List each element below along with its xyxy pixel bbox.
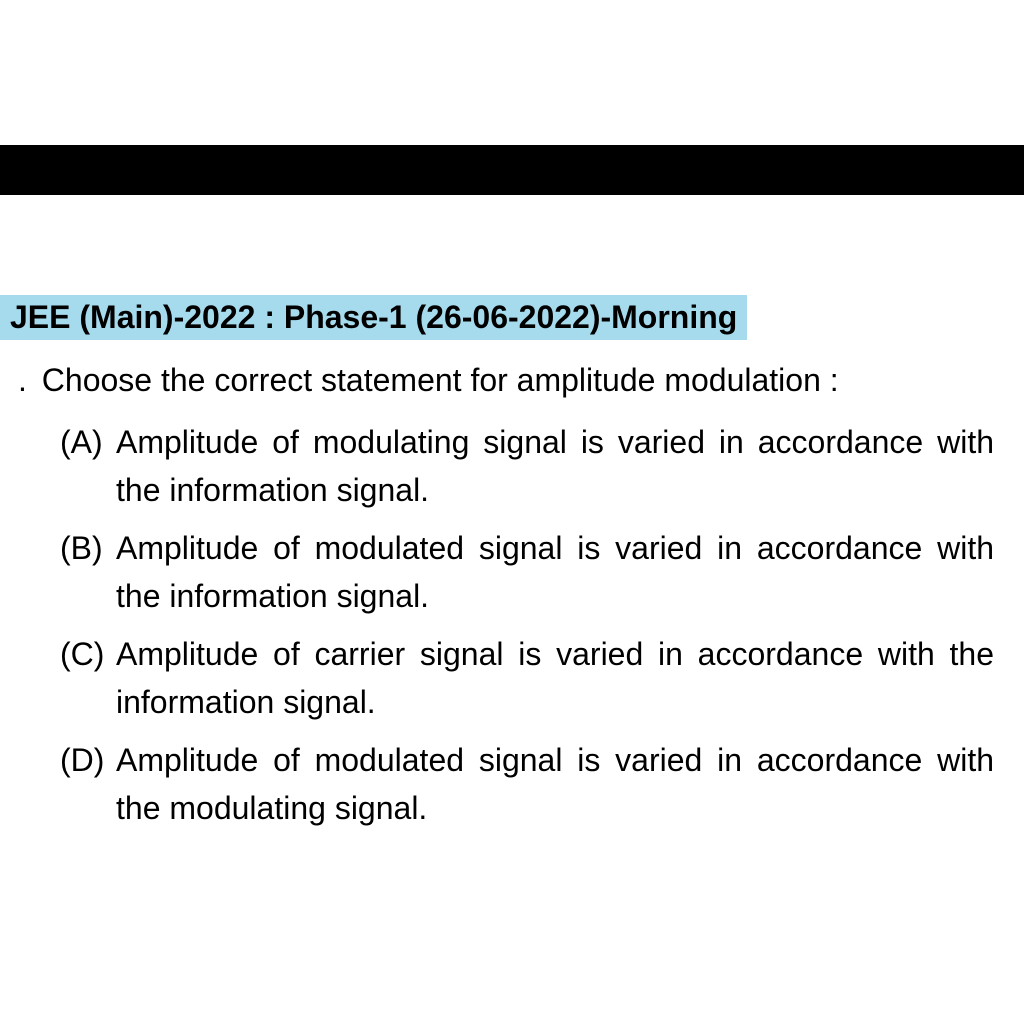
option-label-c: (C)	[60, 630, 116, 726]
options-container: (A) Amplitude of modulating signal is va…	[60, 418, 994, 832]
option-a: (A) Amplitude of modulating signal is va…	[60, 418, 994, 514]
option-label-a: (A)	[60, 418, 116, 514]
option-label-b: (B)	[60, 524, 116, 620]
option-text-b: Amplitude of modulated signal is varied …	[116, 524, 994, 620]
option-text-a: Amplitude of modulating signal is varied…	[116, 418, 994, 514]
content-spacer	[0, 195, 1024, 295]
question-prefix: .	[18, 362, 27, 398]
option-c: (C) Amplitude of carrier signal is varie…	[60, 630, 994, 726]
question-container: . Choose the correct statement for ampli…	[0, 356, 1024, 832]
top-spacer	[0, 0, 1024, 145]
option-text-c: Amplitude of carrier signal is varied in…	[116, 630, 994, 726]
option-text-d: Amplitude of modulated signal is varied …	[116, 736, 994, 832]
option-d: (D) Amplitude of modulated signal is var…	[60, 736, 994, 832]
option-label-d: (D)	[60, 736, 116, 832]
exam-header: JEE (Main)-2022 : Phase-1 (26-06-2022)-M…	[0, 295, 747, 340]
black-bar	[0, 145, 1024, 195]
option-b: (B) Amplitude of modulated signal is var…	[60, 524, 994, 620]
question-text: Choose the correct statement for amplitu…	[42, 362, 839, 398]
question-text-line: . Choose the correct statement for ampli…	[18, 356, 994, 404]
